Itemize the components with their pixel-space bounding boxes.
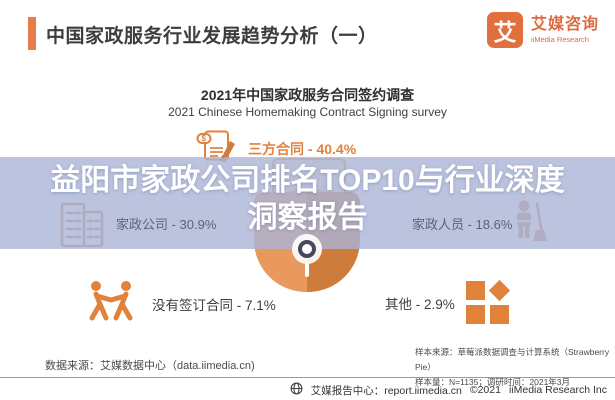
report-center-text: 艾媒报告中心：report.iimedia.cn [310,384,462,397]
globe-icon [290,382,303,398]
chart-title-zh: 2021年中国家政服务合同签约调查 [200,87,415,103]
data-item-no-contract: 没有签订合同 - 7.1% [84,280,276,327]
tripartite-contract-label: 三方合同 - 40.4% [248,140,357,157]
diamond-shape [488,279,511,302]
company-text: iiMedia Research Inc [508,384,607,396]
watermark-text: 益阳市家政公司排名TOP10与行业深度 洞察报告 [0,162,615,236]
iimedia-logo-icon: 艾 [486,12,523,48]
handshake-icon [84,280,138,327]
data-source-note: 数据来源：艾媒数据中心（data.iimedia.cn) [45,360,255,372]
sample-source-note: 样本来源：草莓派数据调查与计算系统（Strawberry Pie） [415,347,610,372]
watermark-line-2: 洞察报告 [247,201,368,234]
squares-icon [466,279,512,327]
magnifier-handle [305,263,309,277]
square-shape [466,281,485,300]
footer: 艾媒报告中心：report.iimedia.cn ©2021 iiMedia R… [290,382,607,398]
square-shape [466,305,485,324]
iimedia-logo: 艾 艾媒咨询 iiMedia Research [486,12,599,48]
no-contract-label: 没有签订合同 - 7.1% [152,297,276,313]
page-title: 中国家政服务行业发展趋势分析（一） [46,26,378,47]
sample-size-note: 样本量：N=1135；调研时间：2021年3月 [415,376,571,387]
watermark-line-1: 益阳市家政公司排名TOP10与行业深度 [50,164,565,197]
svg-text:$: $ [202,134,207,143]
homemaking-company-label: 家政公司 - 30.9% [116,217,217,232]
square-shape [490,305,509,324]
watermark-band [0,157,615,249]
magnifier-icon [298,240,316,258]
other-label: 其他 - 2.9% [385,297,455,312]
title-accent-bar [28,17,36,50]
sample-notes: 样本来源：草莓派数据调查与计算系统（Strawberry Pie） 样本量：N=… [415,345,615,390]
copyright-text: ©2021 [469,384,501,396]
homemaking-staff-label: 家政人员 - 18.6% [412,217,513,232]
footer-divider [0,377,615,378]
brand-name-en: iiMedia Research [530,34,589,44]
chart-title-en: 2021 Chinese Homemaking Contract Signing… [168,105,447,119]
brand-name-zh: 艾媒咨询 [530,16,599,34]
